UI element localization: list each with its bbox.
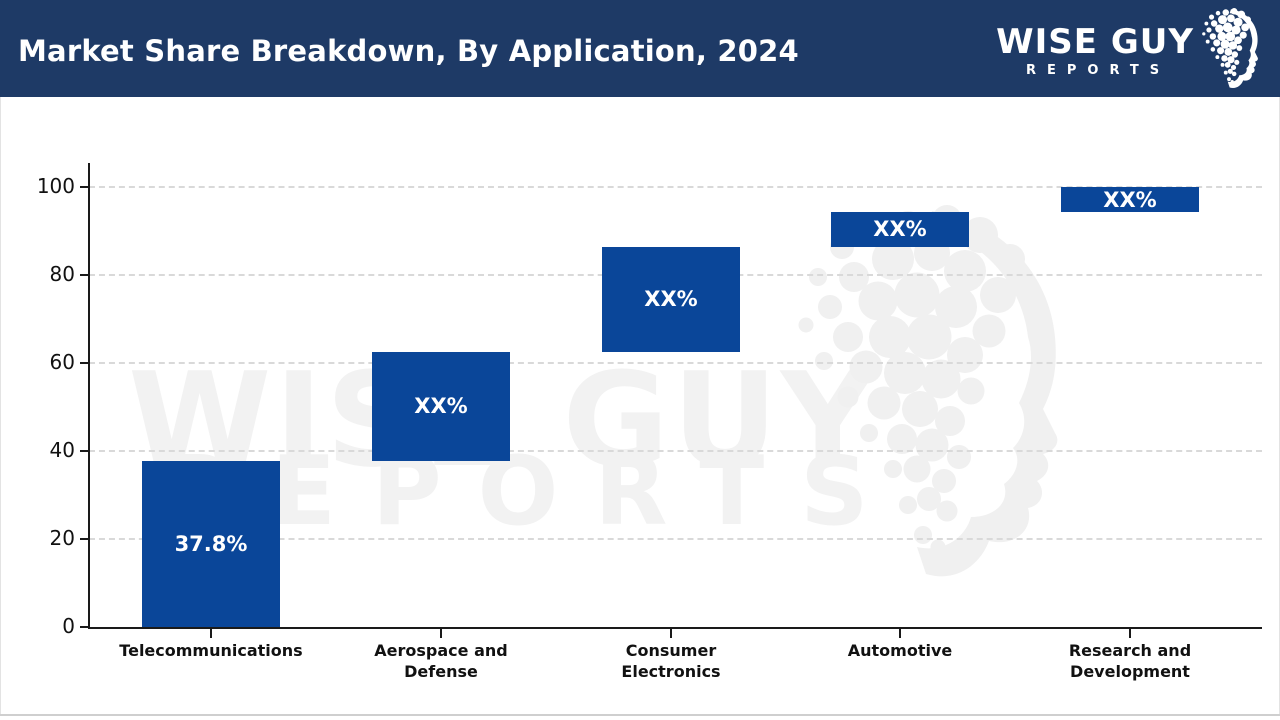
x-tick-label: Consumer Electronics: [621, 641, 721, 681]
y-tick-label: 60: [49, 350, 75, 374]
bar-telecommunications: [142, 460, 280, 627]
gridline: [89, 362, 1262, 364]
y-tick-mark: [80, 626, 89, 628]
y-tick-label: 80: [49, 262, 75, 286]
left-border: [0, 97, 1, 716]
y-tick-mark: [80, 538, 89, 540]
x-tick-mark: [210, 629, 212, 638]
gridline: [89, 538, 1262, 540]
bar-research and: [1061, 187, 1199, 213]
bar-value-label: 37.8%: [174, 531, 248, 556]
page-title: Market Share Breakdown, By Application, …: [18, 34, 799, 68]
bar-consumer: [602, 246, 740, 352]
x-tick-mark: [899, 629, 901, 638]
x-tick-mark: [440, 629, 442, 638]
bottom-border: [0, 714, 1280, 716]
x-axis-line: [88, 627, 1262, 629]
bar-aerospace and: [372, 352, 510, 461]
y-tick-label: 100: [36, 174, 75, 198]
gridline: [89, 186, 1262, 188]
bar-value-label: XX%: [644, 287, 698, 312]
y-tick-mark: [80, 362, 89, 364]
x-tick-label: Automotive: [847, 641, 953, 660]
x-tick-label: Telecommunications: [119, 641, 303, 660]
y-tick-mark: [80, 450, 89, 452]
y-axis-line: [88, 163, 90, 629]
bar-value-label: XX%: [414, 394, 468, 419]
x-tick-mark: [1129, 629, 1131, 638]
y-tick-mark: [80, 274, 89, 276]
y-tick-label: 40: [49, 438, 75, 462]
y-tick-label: 20: [49, 526, 75, 550]
header-bar: Market Share Breakdown, By Application, …: [0, 0, 1280, 97]
wiseguy-logo: WISE GUY REPORTS: [996, 8, 1266, 92]
logo-wordmark: WISE GUY REPORTS: [996, 23, 1194, 78]
logo-line2: REPORTS: [1026, 62, 1171, 78]
gridline: [89, 450, 1262, 452]
x-tick-label: Research and Development: [1068, 641, 1192, 681]
x-tick-label: Aerospace and Defense: [374, 641, 508, 681]
y-tick-mark: [80, 186, 89, 188]
bar-value-label: XX%: [1103, 187, 1157, 212]
x-tick-mark: [670, 629, 672, 638]
bar-value-label: XX%: [873, 217, 927, 242]
logo-line1: WISE GUY: [996, 21, 1194, 62]
y-tick-label: 0: [62, 614, 75, 638]
